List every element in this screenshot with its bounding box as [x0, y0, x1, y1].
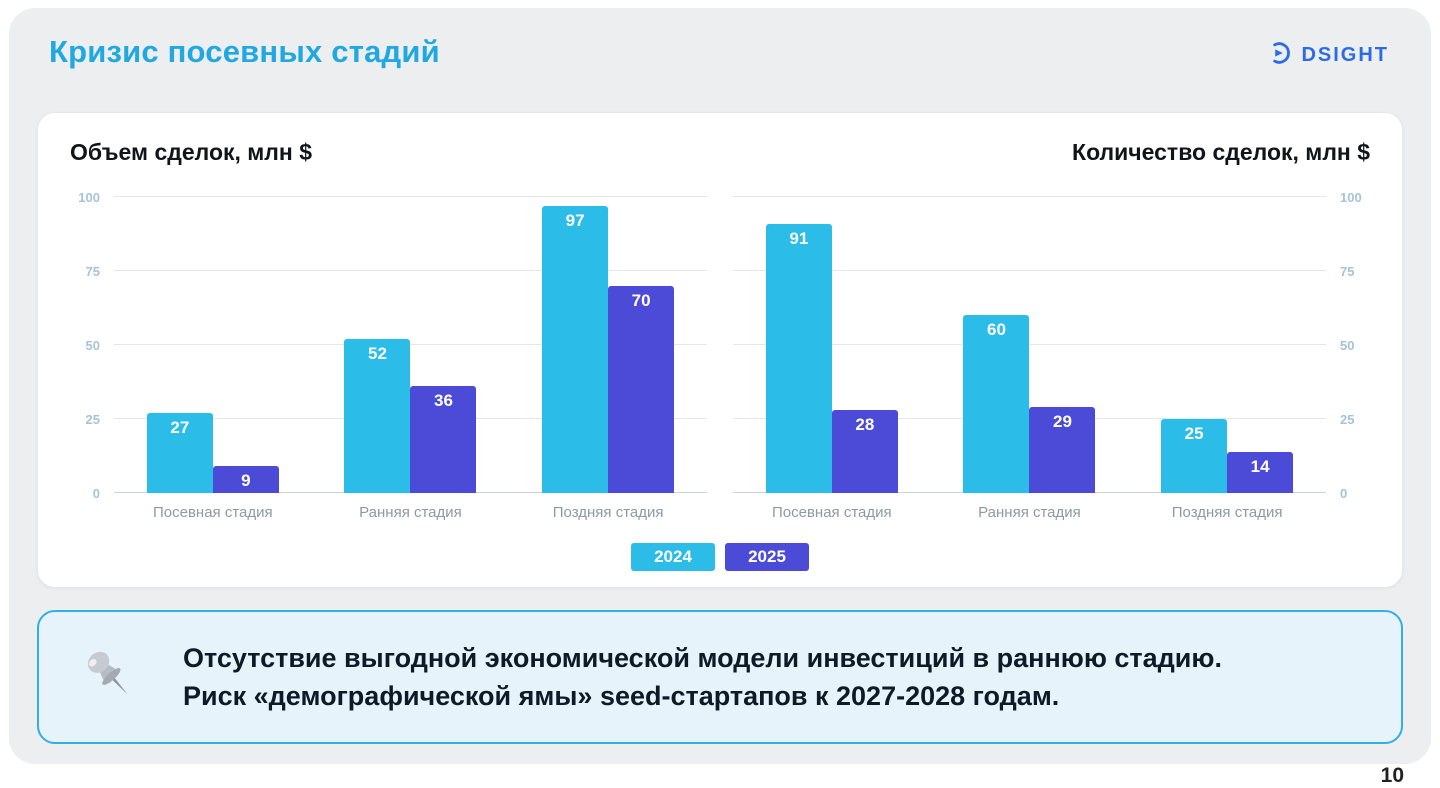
legend-item-2024: 2024 [631, 543, 715, 571]
category-label: Посевная стадия [772, 504, 892, 521]
left-chart-title: Объем сделок, млн $ [70, 139, 312, 165]
bar-value-label: 14 [1250, 456, 1270, 476]
bar-value-label: 9 [241, 471, 251, 491]
category-label: Поздняя стадия [552, 504, 664, 521]
bar-2024: 91 [765, 223, 832, 493]
slide-background: Кризис посевных стадий DSIGHT Объем сдел… [9, 8, 1431, 764]
bar-2025: 70 [608, 285, 675, 493]
y-tick-label: 100 [78, 190, 100, 205]
page-title: Кризис посевных стадий [49, 34, 440, 69]
y-tick-label: 25 [85, 412, 100, 427]
y-tick-label: 50 [85, 338, 100, 353]
y-tick-label: 0 [92, 486, 100, 501]
bar-group: 60 29 Ранняя стадия [963, 197, 1096, 529]
y-tick-label: 100 [1340, 190, 1362, 205]
plot-area-left: 27 9 Посевная стадия 52 36 Ранняя стадия 97 70 П… [114, 196, 707, 529]
y-tick-label: 75 [1340, 264, 1355, 279]
bar-2024: 52 [344, 339, 411, 493]
right-chart-title: Количество сделок, млн $ [1072, 139, 1370, 165]
chart-legend: 2024 2025 [38, 543, 1402, 571]
bar-groups: 27 9 Посевная стадия 52 36 Ранняя стадия 97 70 П… [114, 197, 707, 529]
dsight-logo: DSIGHT [1266, 40, 1389, 71]
bar-2025: 28 [831, 410, 898, 493]
bar-2024: 25 [1161, 419, 1228, 493]
bar-group: 97 70 Поздняя стадия [542, 197, 675, 529]
count-bar-chart: 0 25 50 75 100 91 28 Посевная стадия 60 29 Ранняя… [733, 190, 1372, 529]
bar-group: 91 28 Посевная стадия [765, 197, 898, 529]
gridline [114, 344, 707, 345]
gridline [114, 196, 707, 197]
bar-value-label: 27 [170, 418, 190, 438]
bar-group: 27 9 Посевная стадия [146, 197, 279, 529]
bar-value-label: 25 [1184, 424, 1204, 443]
bar-groups: 91 28 Посевная стадия 60 29 Ранняя стадия 25 14… [733, 197, 1326, 529]
callout-line-2: Риск «демографической ямы» seed-стартапо… [183, 681, 1060, 711]
bar-group: 25 14 Поздняя стадия [1161, 197, 1294, 529]
bar-value-label: 91 [789, 228, 809, 248]
bar-value-label: 70 [631, 290, 651, 310]
bar-group: 52 36 Ранняя стадия [344, 197, 477, 529]
y-axis-left: 0 25 50 75 100 [68, 190, 114, 529]
chart-titles-row: Объем сделок, млн $ Количество сделок, м… [70, 139, 1370, 166]
callout-line-1: Отсутствие выгодной экономической модели… [183, 642, 1222, 673]
bar-2024: 60 [963, 315, 1030, 493]
volume-bar-chart: 0 25 50 75 100 27 9 Посевная стадия 52 36 Ранняя … [68, 190, 707, 529]
y-tick-label: 0 [1340, 486, 1348, 501]
y-tick-label: 50 [1340, 338, 1355, 353]
category-label: Ранняя стадия [978, 504, 1081, 521]
legend-item-2025: 2025 [725, 543, 809, 571]
bar-2025: 29 [1029, 407, 1096, 493]
bar-2025: 9 [212, 466, 279, 493]
gridline [733, 344, 1326, 345]
bar-value-label: 97 [565, 210, 585, 230]
gridline [114, 270, 707, 271]
callout-text: Отсутствие выгодной экономической модели… [183, 639, 1222, 716]
bar-value-label: 36 [434, 391, 453, 411]
category-label: Ранняя стадия [359, 504, 462, 521]
dsight-logo-icon [1266, 40, 1292, 71]
bar-2024: 97 [542, 205, 609, 493]
y-axis-right: 0 25 50 75 100 [1326, 190, 1372, 529]
y-tick-label: 25 [1340, 412, 1355, 427]
gridline [733, 196, 1326, 197]
bar-value-label: 60 [987, 320, 1006, 340]
pushpin-icon [77, 642, 143, 713]
plot-area-right: 91 28 Посевная стадия 60 29 Ранняя стадия 25 14… [733, 196, 1326, 529]
bar-value-label: 28 [855, 415, 875, 435]
chart-card: Объем сделок, млн $ Количество сделок, м… [37, 112, 1403, 588]
page-number: 10 [1380, 764, 1404, 787]
bar-value-label: 29 [1053, 412, 1072, 432]
callout-box: Отсутствие выгодной экономической модели… [37, 610, 1403, 744]
dsight-logo-text: DSIGHT [1301, 44, 1389, 66]
bar-value-label: 52 [368, 344, 387, 364]
bar-2025: 14 [1227, 451, 1294, 493]
category-label: Посевная стадия [153, 504, 273, 521]
category-label: Поздняя стадия [1171, 504, 1283, 521]
bar-2025: 36 [410, 386, 477, 493]
gridline [733, 270, 1326, 271]
charts-row: 0 25 50 75 100 27 9 Посевная стадия 52 36 Ранняя … [68, 190, 1372, 529]
y-tick-label: 75 [85, 264, 100, 279]
bar-2024: 27 [146, 413, 213, 493]
